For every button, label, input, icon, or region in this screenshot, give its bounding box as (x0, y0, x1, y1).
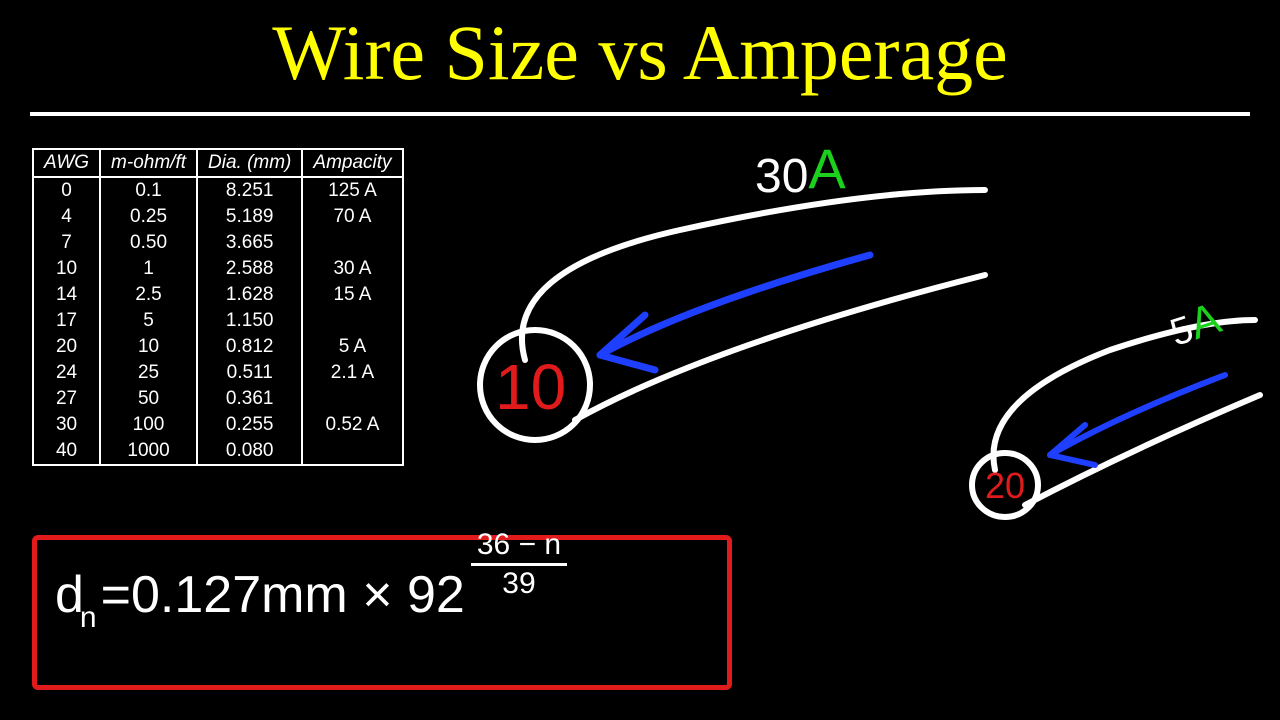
table-cell: 10 (34, 256, 100, 282)
table-cell: 3.665 (197, 230, 302, 256)
table-row: 4010000.080 (34, 438, 402, 464)
table-cell: 50 (100, 386, 197, 412)
table-row: 142.51.62815 A (34, 282, 402, 308)
table-header: Dia. (mm) (197, 150, 302, 177)
table-cell: 1 (100, 256, 197, 282)
table-header: m-ohm/ft (100, 150, 197, 177)
table-cell: 17 (34, 308, 100, 334)
table-cell: 20 (34, 334, 100, 360)
table-cell: 5 (100, 308, 197, 334)
table-cell: 2.1 A (302, 360, 401, 386)
table-cell: 0.25 (100, 204, 197, 230)
table-cell: 0.50 (100, 230, 197, 256)
table-cell (302, 230, 401, 256)
page-title: Wire Size vs Amperage (272, 8, 1007, 98)
table-row: 301000.2550.52 A (34, 412, 402, 438)
table-cell: 0.52 A (302, 412, 401, 438)
formula-term: 0.127mm × 92 (131, 565, 465, 625)
awg-table: AWGm-ohm/ftDia. (mm)Ampacity 00.18.25112… (32, 148, 404, 466)
table-cell: 5.189 (197, 204, 302, 230)
table-cell: 25 (100, 360, 197, 386)
table-cell: 30 (34, 412, 100, 438)
table-row: 00.18.251125 A (34, 177, 402, 204)
title-underline (30, 112, 1250, 116)
table-cell: 1000 (100, 438, 197, 464)
table-row: 27500.361 (34, 386, 402, 412)
table-cell: 10 (100, 334, 197, 360)
table-cell: 0.361 (197, 386, 302, 412)
table-cell (302, 386, 401, 412)
formula-exp-num: 36 − n (471, 529, 567, 566)
table-cell: 2.588 (197, 256, 302, 282)
wire-big-amp-number: 30 (755, 150, 808, 203)
formula-equals: = (101, 565, 131, 625)
table-cell: 7 (34, 230, 100, 256)
table-cell: 70 A (302, 204, 401, 230)
wire-big-gauge: 10 (495, 350, 566, 424)
table-cell: 30 A (302, 256, 401, 282)
table-cell: 5 A (302, 334, 401, 360)
formula-exp-den: 39 (471, 566, 567, 600)
table-cell: 1.150 (197, 308, 302, 334)
table-row: 40.255.18970 A (34, 204, 402, 230)
wire-small-gauge: 20 (985, 465, 1025, 507)
table-cell: 2.5 (100, 282, 197, 308)
wire-big-amp-letter: A (808, 137, 845, 200)
table-cell: 4 (34, 204, 100, 230)
table-cell: 14 (34, 282, 100, 308)
table-cell (302, 308, 401, 334)
table-header: AWG (34, 150, 100, 177)
table-cell (302, 438, 401, 464)
table-row: 1012.58830 A (34, 256, 402, 282)
table-row: 24250.5112.1 A (34, 360, 402, 386)
table-row: 70.503.665 (34, 230, 402, 256)
table-cell: 27 (34, 386, 100, 412)
table-cell: 100 (100, 412, 197, 438)
diameter-formula: d n = 0.127mm × 92 36 − n 39 (55, 555, 567, 625)
table-cell: 125 A (302, 177, 401, 204)
formula-exponent: 36 − n 39 (471, 529, 567, 599)
table-cell: 0.511 (197, 360, 302, 386)
table-cell: 0.255 (197, 412, 302, 438)
table-cell: 0.1 (100, 177, 197, 204)
table-cell: 0 (34, 177, 100, 204)
table-cell: 15 A (302, 282, 401, 308)
table-cell: 40 (34, 438, 100, 464)
table-row: 1751.150 (34, 308, 402, 334)
table-cell: 0.812 (197, 334, 302, 360)
table-cell: 8.251 (197, 177, 302, 204)
formula-subscript: n (80, 601, 97, 635)
table-cell: 24 (34, 360, 100, 386)
table-cell: 0.080 (197, 438, 302, 464)
table-cell: 1.628 (197, 282, 302, 308)
wire-big-amp: 30A (755, 140, 846, 205)
table-row: 20100.8125 A (34, 334, 402, 360)
table-header: Ampacity (302, 150, 401, 177)
